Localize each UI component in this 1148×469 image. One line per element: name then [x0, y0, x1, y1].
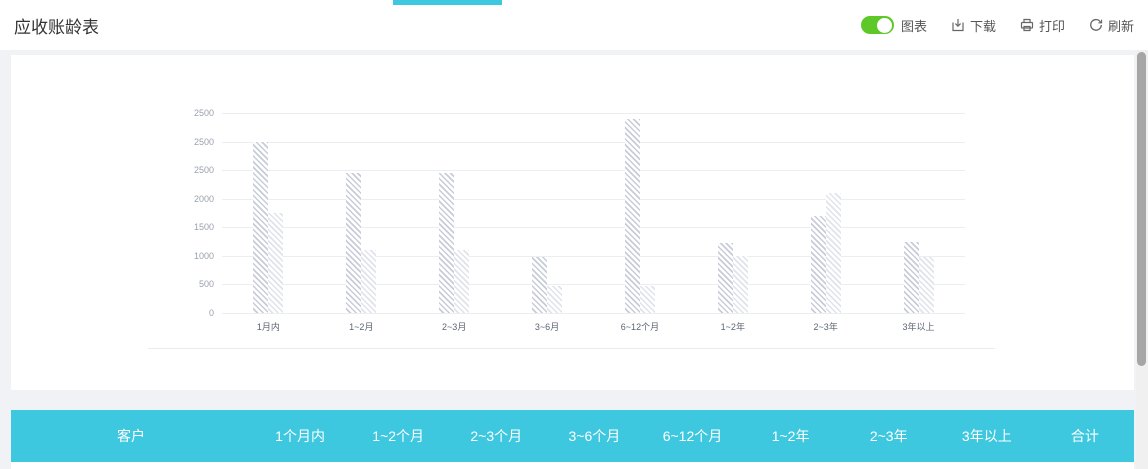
chart-toggle-group: 图表	[860, 16, 927, 35]
scrollbar-thumb[interactable]	[1137, 52, 1146, 366]
gridline	[222, 198, 965, 200]
bar	[624, 118, 640, 313]
aging-bar-chart: 2500 2500 2500 2000 1500 1000 500 0 1月内 1~2月 2~3月 3…	[194, 108, 965, 332]
table-header-cell: 6~12个月	[662, 428, 723, 444]
bar	[825, 193, 841, 313]
bar	[717, 243, 733, 313]
y-axis-tick-label: 1500	[193, 222, 214, 233]
x-axis-category-label: 6~12个月	[620, 322, 660, 332]
bar	[639, 285, 655, 313]
x-axis-category-label: 1~2年	[720, 322, 745, 332]
gridline	[222, 141, 965, 143]
chart-panel: 2500 2500 2500 2000 1500 1000 500 0 1月内 1~2月 2~3月 3…	[11, 55, 1134, 390]
gridline	[222, 284, 965, 286]
y-axis-tick-label: 0	[208, 308, 214, 318]
print-button[interactable]: 打印	[1020, 16, 1065, 35]
y-axis-tick-label: 2500	[193, 136, 214, 147]
bar	[903, 241, 919, 313]
print-label: 打印	[1038, 18, 1065, 34]
table-header-cell: 1个月内	[275, 428, 325, 444]
scrollbar[interactable]	[1136, 50, 1148, 469]
toolbar: 图表 下载 打印	[860, 0, 1134, 50]
gridline	[222, 227, 965, 229]
gridline	[222, 313, 965, 314]
gridline	[222, 170, 965, 172]
download-icon	[951, 18, 965, 32]
table-header-cell: 客户	[117, 428, 145, 444]
bar	[732, 255, 748, 313]
page-title: 应收账龄表	[14, 18, 99, 37]
x-axis-category-label: 3~6月	[534, 322, 560, 332]
table-header-cell: 2~3年	[869, 428, 908, 444]
printer-icon	[1020, 18, 1034, 32]
bar	[253, 141, 269, 313]
panel-divider-line	[148, 348, 995, 349]
bar	[918, 257, 934, 313]
refresh-button[interactable]: 刷新	[1089, 16, 1134, 35]
table-header-cell: 1~2年	[771, 428, 810, 444]
download-button[interactable]: 下载	[951, 16, 996, 35]
table-header-cell: 3~6个月	[568, 428, 621, 444]
y-axis-tick-label: 500	[198, 279, 214, 290]
y-axis-tick-label: 2000	[193, 193, 214, 204]
toggle-knob	[877, 17, 893, 33]
refresh-icon	[1089, 18, 1103, 32]
x-axis-category-label: 2~3月	[442, 322, 467, 332]
y-axis-tick-label: 2500	[193, 108, 214, 118]
bar	[454, 250, 470, 313]
x-axis-category-label: 1~2月	[349, 322, 374, 332]
y-axis-tick-label: 1000	[193, 250, 214, 261]
table-header-cell: 2~3个月	[470, 428, 523, 444]
bar	[346, 173, 362, 313]
table-header-row: 客户 1个月内 1~2个月 2~3个月 3~6个月 6~12个月 1~2年 2~3年 3年以上 合…	[11, 410, 1134, 462]
download-label: 下载	[969, 18, 996, 34]
bar	[532, 257, 548, 313]
bar	[268, 213, 284, 313]
active-tab-indicator	[393, 0, 502, 5]
y-axis-tick-label: 2500	[193, 165, 214, 176]
x-axis-category-label: 1月内	[256, 322, 280, 332]
bar	[547, 285, 563, 313]
gridline	[222, 255, 965, 257]
chart-toggle[interactable]	[860, 16, 894, 34]
gridline	[222, 113, 965, 114]
table-body	[11, 462, 1134, 469]
x-axis-category-label: 3年以上	[902, 322, 935, 332]
header-bar: 应收账龄表 图表 下载	[0, 0, 1148, 50]
x-axis-category-label: 2~3年	[813, 322, 838, 332]
table-header-cell: 合计	[1070, 428, 1099, 444]
table-header-cell: 1~2个月	[372, 428, 425, 444]
bar	[439, 173, 455, 313]
table-header-cell: 3年以上	[961, 428, 1012, 444]
bar	[361, 250, 377, 313]
chart-toggle-label: 图表	[900, 18, 927, 34]
refresh-label: 刷新	[1107, 18, 1134, 34]
bar	[810, 215, 826, 313]
